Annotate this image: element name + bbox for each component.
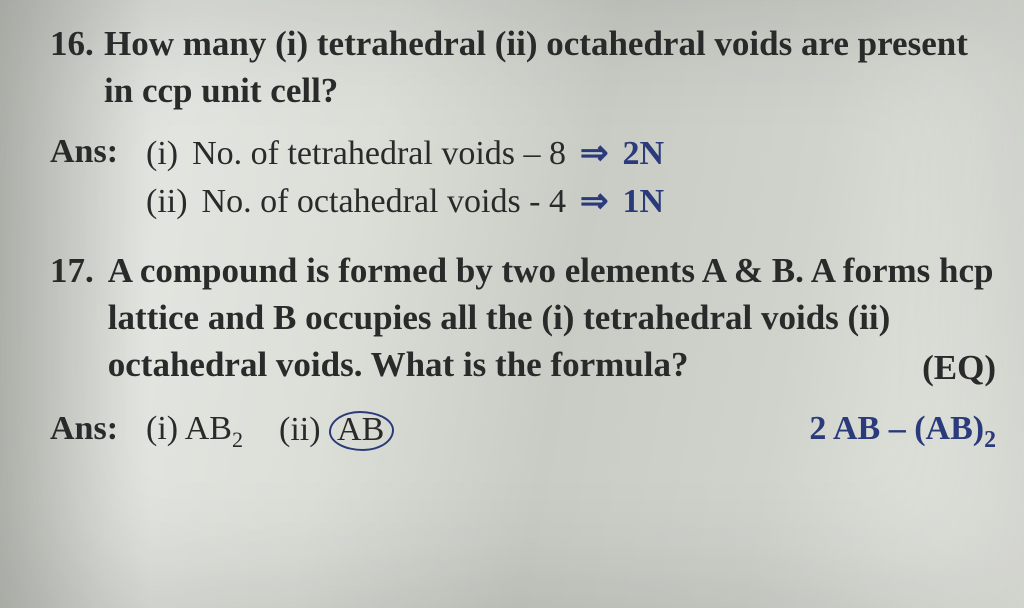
- q17-hand-text: 2 AB – (AB): [809, 410, 984, 447]
- q17-ii-ab: AB: [329, 411, 394, 451]
- q17-i-ab: AB: [185, 410, 232, 447]
- question-17: 17. A compound is formed by two elements…: [50, 247, 1002, 454]
- q17-number: 17.: [50, 247, 94, 294]
- q17-hand-sub: 2: [984, 426, 996, 452]
- q16-ii-arrow: ⇒: [580, 181, 609, 221]
- q17-tag: (EQ): [922, 344, 1002, 391]
- q17-i: (i) AB2: [146, 410, 243, 453]
- q17-ii-marker: (ii): [279, 411, 321, 448]
- page: 16. How many (i) tetrahedral (ii) octahe…: [0, 0, 1024, 608]
- q17-text: A compound is formed by two elements A &…: [108, 247, 1002, 389]
- q16-ii-hand: 1N: [623, 183, 665, 221]
- q16-ii-text: No. of octahedral voids - 4: [202, 183, 566, 221]
- q16-number: 16.: [50, 20, 90, 67]
- q16-item-i: (i) No. of tetrahedral voids – 8 ⇒ 2N: [146, 133, 1002, 173]
- q16-row: 16. How many (i) tetrahedral (ii) octahe…: [50, 20, 1002, 115]
- q16-i-arrow: ⇒: [580, 133, 609, 173]
- q16-i-text: No. of tetrahedral voids – 8: [192, 135, 566, 173]
- q17-ii: (ii) AB: [279, 411, 394, 451]
- q17-i-marker: (i): [146, 410, 178, 447]
- question-16: 16. How many (i) tetrahedral (ii) octahe…: [50, 20, 1002, 229]
- q16-i-hand: 2N: [623, 135, 665, 173]
- q17-row: 17. A compound is formed by two elements…: [50, 247, 1002, 389]
- q17-i-sub: 2: [232, 427, 243, 452]
- q16-answer: Ans: (i) No. of tetrahedral voids – 8 ⇒ …: [50, 133, 1002, 229]
- q16-ii-marker: (ii): [146, 183, 188, 221]
- q16-ans-items: (i) No. of tetrahedral voids – 8 ⇒ 2N (i…: [146, 133, 1002, 229]
- q16-item-ii: (ii) No. of octahedral voids - 4 ⇒ 1N: [146, 181, 1002, 221]
- q16-ans-label: Ans:: [50, 133, 122, 171]
- q17-answer: Ans: (i) AB2 (ii) AB 2 AB – (AB)2: [50, 410, 1002, 454]
- q16-text: How many (i) tetrahedral (ii) octahedral…: [104, 20, 1002, 115]
- q16-i-marker: (i): [146, 135, 178, 173]
- q17-hand-right: 2 AB – (AB)2: [809, 410, 1002, 454]
- q17-ans-items: (i) AB2 (ii) AB 2 AB – (AB)2: [146, 410, 1002, 454]
- q17-ans-label: Ans:: [50, 410, 122, 448]
